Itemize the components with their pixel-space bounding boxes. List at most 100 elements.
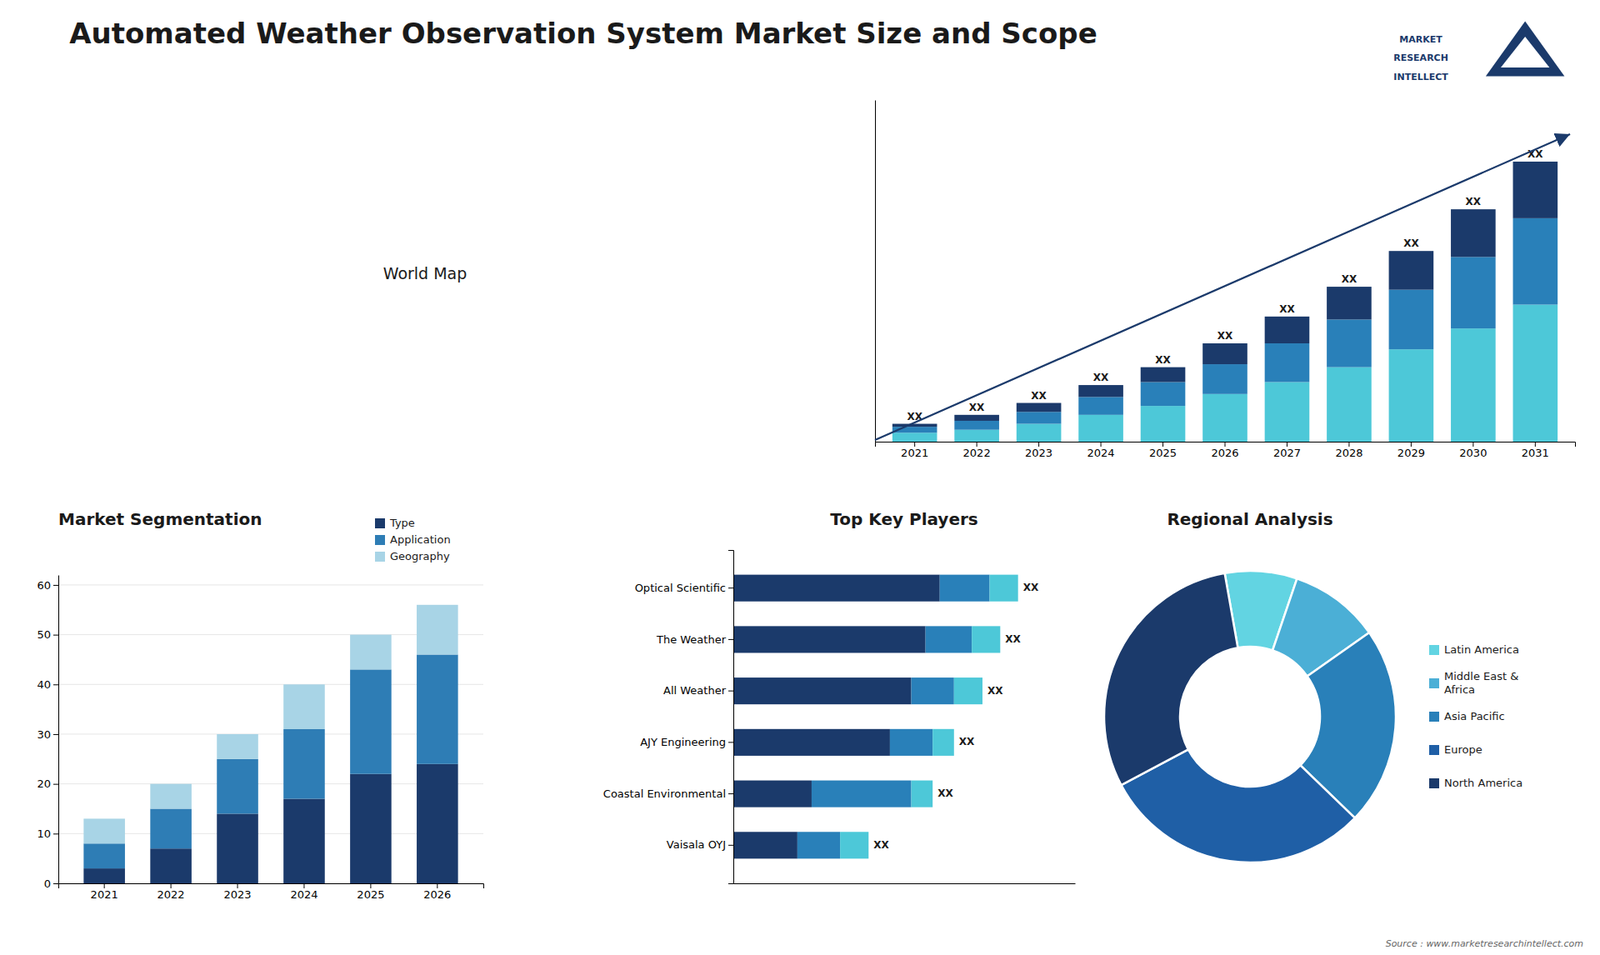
bar	[1450, 328, 1496, 442]
chart-title: Regional Analysis	[1166, 509, 1333, 530]
grid-line	[58, 584, 484, 585]
tick: 2023	[223, 883, 251, 901]
bar-label: XX	[873, 839, 890, 851]
map-placeholder: World Map	[383, 264, 468, 283]
bar-label: XX	[1093, 371, 1110, 384]
tick-mark	[53, 684, 59, 685]
bar	[216, 759, 259, 815]
page: Automated Weather Observation System Mar…	[0, 0, 1600, 955]
bar-label: XX	[1155, 354, 1171, 366]
bar	[733, 677, 912, 705]
legend-label-line: Europe	[1444, 743, 1483, 756]
tick-label: Coastal Environmental	[603, 787, 726, 800]
bar	[83, 843, 125, 869]
tick: 2025	[1149, 441, 1177, 460]
axis-line	[728, 550, 735, 885]
legend-label-line: Africa	[1444, 683, 1475, 696]
bar	[1265, 381, 1310, 442]
trend-arrow	[875, 134, 1570, 440]
chart: 2021202220232024202520260102030405060	[36, 575, 484, 902]
legend-label: Middle East &Africa	[1444, 670, 1519, 696]
series	[840, 575, 1019, 860]
bar	[1016, 411, 1062, 424]
tick-label: 40	[36, 678, 51, 691]
axis: 202120222023202420252026	[59, 883, 485, 901]
tick-mark	[1472, 441, 1474, 447]
tick: 10	[36, 827, 59, 840]
bar-label: XX	[1465, 195, 1482, 208]
bar	[1389, 250, 1435, 290]
logo-inner-triangle	[1500, 36, 1550, 68]
bar-label: XX	[1217, 330, 1234, 342]
tick-label: 2025	[356, 888, 385, 901]
bar	[1016, 403, 1062, 413]
bar	[797, 831, 840, 859]
bar	[150, 808, 192, 849]
bar	[1265, 316, 1310, 344]
bar	[1513, 218, 1559, 305]
tick: 2025	[356, 883, 385, 901]
bar	[1140, 381, 1186, 406]
series	[892, 161, 1558, 427]
source: Source : www.marketresearchintellect.com	[1385, 938, 1584, 950]
logo: MARKETRESEARCHINTELLECT	[1393, 21, 1565, 83]
tick-mark	[104, 883, 105, 889]
axis: 2021202220232024202520262027202820292030…	[875, 441, 1576, 460]
bar	[733, 831, 798, 859]
tick: 60	[36, 579, 59, 592]
tick-mark	[1535, 441, 1536, 447]
bar	[911, 677, 955, 705]
legend-swatch	[1429, 778, 1440, 789]
bar	[954, 677, 983, 705]
axis: Optical ScientificThe WeatherAll Weather…	[603, 550, 735, 885]
bar	[954, 430, 1000, 442]
bar	[892, 432, 938, 442]
bar	[350, 635, 392, 670]
bar-label: XX	[1279, 303, 1295, 315]
bar	[733, 575, 940, 602]
bar	[990, 575, 1019, 602]
tick-mark	[53, 833, 59, 835]
tick-label: 2024	[290, 888, 318, 901]
tick-label: 2028	[1335, 446, 1363, 460]
legend-swatch	[1429, 645, 1440, 655]
axis-line	[875, 100, 876, 443]
bar	[283, 684, 325, 730]
bar	[1265, 343, 1310, 382]
tick: 2027	[1273, 441, 1301, 460]
legend-label-line: Latin America	[1444, 643, 1520, 656]
bar-label: XX	[1005, 633, 1021, 645]
tick-label: 2023	[1025, 446, 1053, 460]
tick-label: 30	[36, 728, 51, 741]
tick: 2021	[900, 441, 929, 460]
bar	[1513, 161, 1559, 219]
tick-mark	[170, 883, 172, 889]
bar	[1140, 367, 1186, 383]
tick: 50	[36, 628, 59, 641]
bar	[733, 729, 890, 756]
legend-swatch	[1429, 745, 1440, 755]
tick-mark	[1225, 441, 1226, 447]
bar	[1450, 209, 1496, 257]
tick-mark	[53, 734, 59, 735]
bar	[925, 625, 973, 653]
legend-swatch	[375, 551, 385, 562]
tick: 2026	[1210, 441, 1239, 460]
tick: AJY Engineering	[640, 735, 734, 749]
tick-mark	[1286, 441, 1288, 447]
chart-title: Top Key Players	[830, 509, 978, 530]
legend-label-line: North America	[1444, 776, 1523, 790]
legend-label: Geography	[390, 550, 450, 563]
bar	[1326, 319, 1372, 367]
tick: 0	[44, 877, 59, 890]
slice	[1104, 573, 1238, 785]
tick-mark	[728, 845, 734, 846]
tick-label: 2024	[1087, 446, 1115, 460]
tick-label: 2025	[1149, 446, 1177, 460]
plot-area	[733, 575, 1019, 860]
tick-mark	[728, 793, 734, 795]
tick-label: 2021	[900, 446, 929, 460]
axis	[734, 883, 1076, 885]
legend-label: North America	[1444, 776, 1523, 790]
legend-label: Europe	[1444, 743, 1483, 756]
